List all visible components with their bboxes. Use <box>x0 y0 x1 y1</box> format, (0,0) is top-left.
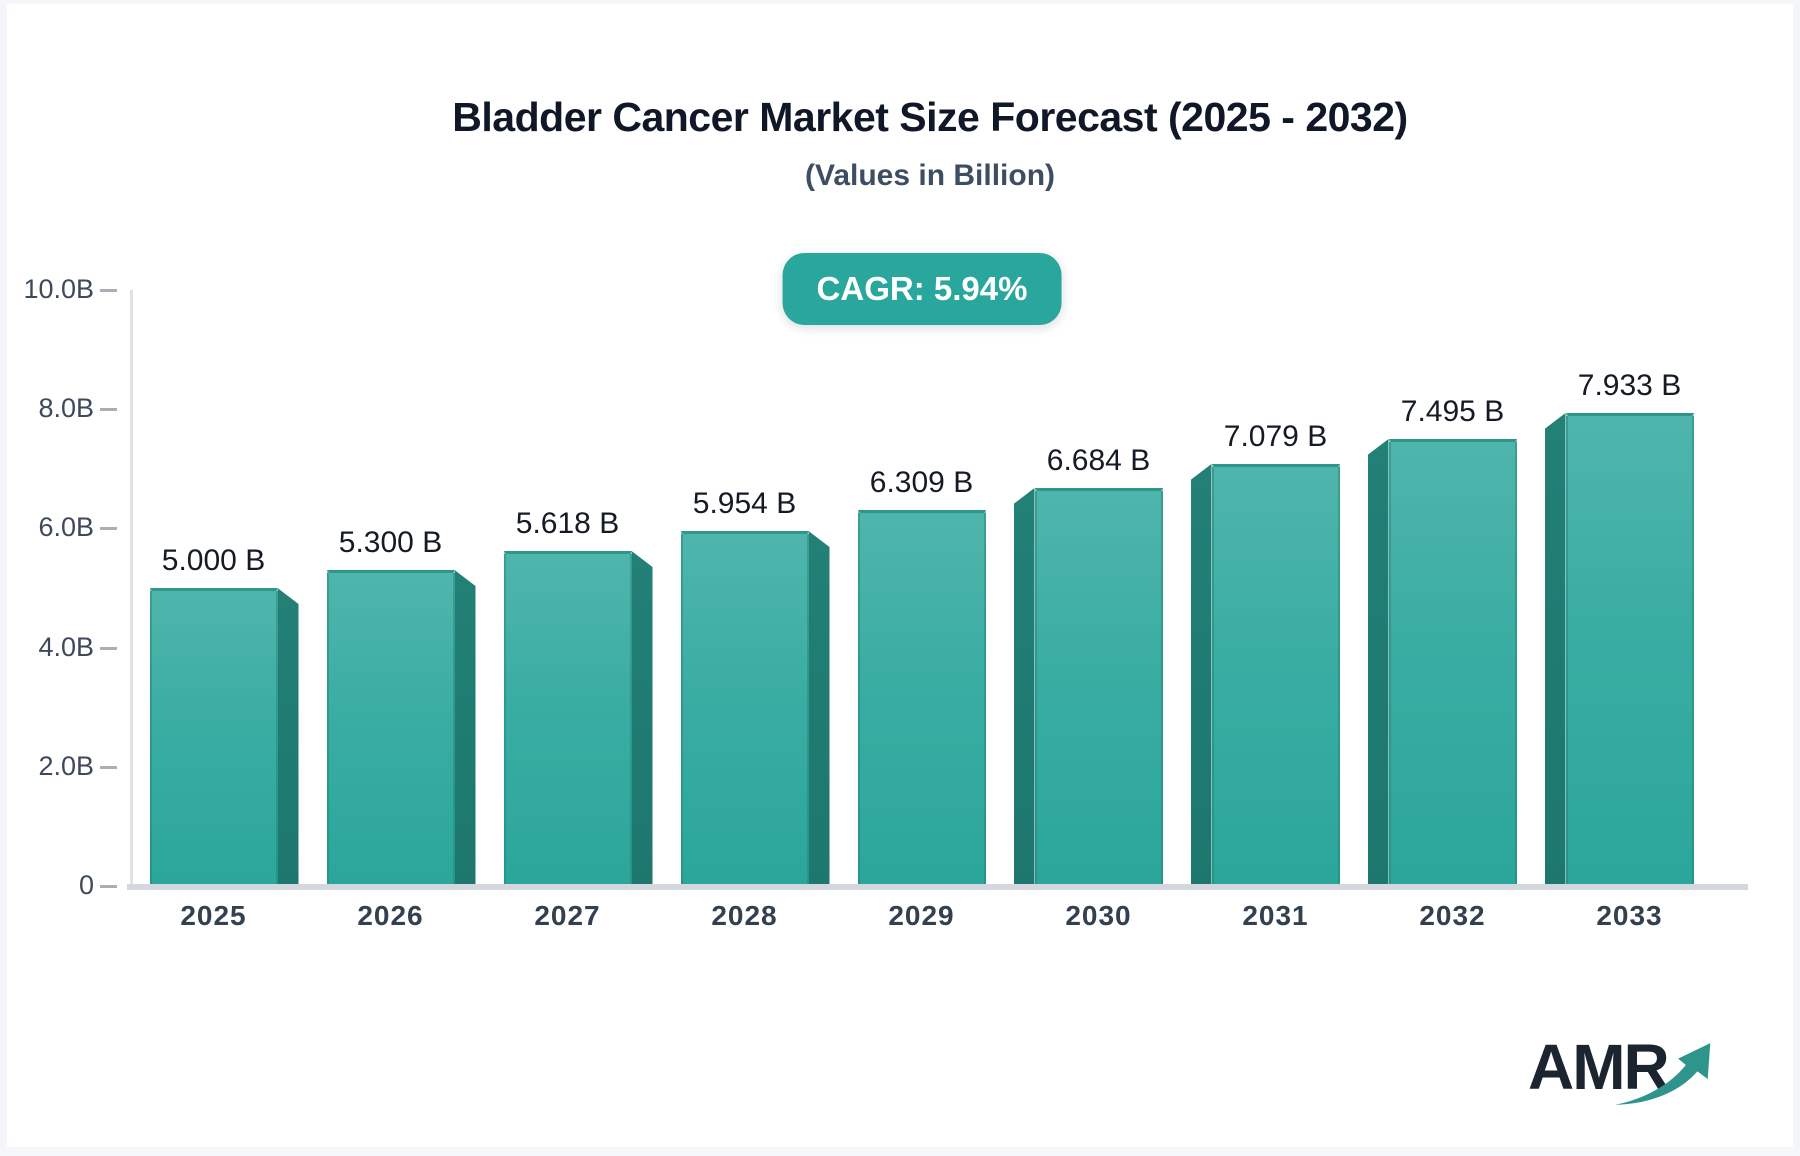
bar-value-label: 7.933 B <box>1577 369 1682 402</box>
x-tick-label: 2029 <box>888 900 955 931</box>
y-tick-label: 8.0B <box>38 393 94 424</box>
bar-side-face-2027 <box>631 551 653 886</box>
frame-edge-top <box>0 0 1800 4</box>
chart-header: Bladder Cancer Market Size Forecast (202… <box>60 0 1800 193</box>
x-tick-label: 2031 <box>1242 900 1309 931</box>
x-tick-label: 2026 <box>357 900 424 931</box>
bar-value-label: 5.300 B <box>338 526 443 559</box>
x-tick-label: 2032 <box>1419 900 1486 931</box>
y-tick-mark <box>100 527 117 531</box>
bar-value-label: 5.618 B <box>515 507 620 540</box>
bar-2030 <box>1034 488 1163 886</box>
amr-logo: AMR <box>1528 1030 1718 1120</box>
bar-side-face-2031 <box>1190 464 1212 886</box>
x-tick-label: 2027 <box>534 900 601 931</box>
chart-subtitle: (Values in Billion) <box>804 159 1056 192</box>
bar-side-face-2026 <box>454 570 476 886</box>
frame-edge-bottom <box>0 1147 1800 1156</box>
y-tick-label: 10.0B <box>23 274 94 304</box>
bar-value-label: 5.000 B <box>161 544 266 577</box>
y-tick-mark <box>100 765 117 769</box>
y-tick-label: 2.0B <box>38 750 94 781</box>
x-tick-label: 2033 <box>1596 900 1663 931</box>
y-tick-label: 6.0B <box>38 512 94 543</box>
bar-2025 <box>149 588 278 886</box>
y-tick-mark <box>100 289 117 292</box>
bar-2029 <box>857 510 986 886</box>
bar-value-label: 5.954 B <box>692 487 797 520</box>
x-tick-label: 2030 <box>1065 900 1132 931</box>
bar-2028 <box>680 531 809 886</box>
bar-value-label: 6.309 B <box>869 466 974 499</box>
chart-title: Bladder Cancer Market Size Forecast (202… <box>452 94 1408 140</box>
y-tick-label: 0 <box>78 870 94 900</box>
x-axis-baseline <box>127 884 1748 890</box>
bar-2027 <box>503 551 632 886</box>
bar-2033 <box>1565 413 1694 886</box>
bar-side-face-2025 <box>277 588 299 886</box>
bar-side-face-2028 <box>808 531 830 886</box>
bar-side-face-2032 <box>1367 439 1389 886</box>
x-tick-label: 2028 <box>711 900 778 931</box>
y-tick-label: 4.0B <box>38 631 94 662</box>
x-tick-label: 2025 <box>180 900 247 931</box>
growth-arrow-icon <box>1615 1043 1711 1105</box>
bar-2032 <box>1388 439 1517 886</box>
amr-logo-text: AMR <box>1528 1031 1670 1103</box>
bar-value-label: 6.684 B <box>1046 444 1151 477</box>
bar-value-label: 7.079 B <box>1223 420 1328 453</box>
y-tick-mark <box>100 408 117 412</box>
y-tick-mark <box>100 885 117 888</box>
frame-edge-right <box>1793 0 1800 1156</box>
cagr-badge: CAGR: 5.94% <box>782 253 1062 325</box>
frame-edge-left <box>0 0 7 1156</box>
bar-2031 <box>1211 464 1340 886</box>
y-tick-mark <box>100 646 117 650</box>
bar-value-label: 7.495 B <box>1400 395 1505 428</box>
y-axis-line <box>130 290 133 888</box>
bar-2026 <box>326 570 455 886</box>
bar-side-face-2030 <box>1013 488 1035 886</box>
bar-side-face-2033 <box>1544 413 1566 886</box>
